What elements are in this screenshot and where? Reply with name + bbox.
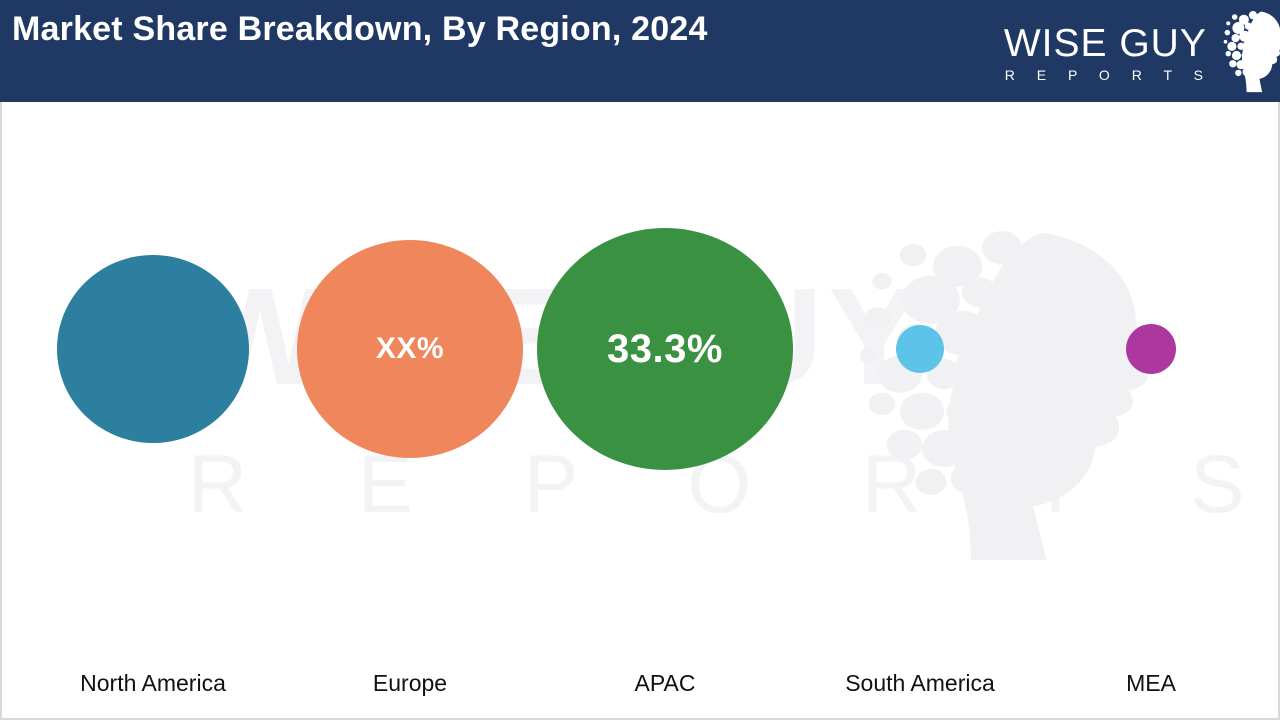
logo-wordmark: WISE GUY <box>1003 22 1207 65</box>
region-label-south-america: South America <box>845 670 995 696</box>
region-label-mea: MEA <box>1126 670 1176 696</box>
wise-guy-reports-logo: WISE GUY R E P O R T S <box>1004 0 1280 102</box>
bubble-mea <box>1126 324 1176 374</box>
region-label-apac: APAC <box>634 670 696 696</box>
bubble-south-america <box>896 325 944 373</box>
bubble-europe: XX% <box>297 240 523 458</box>
watermark-head-icon <box>859 231 1148 560</box>
logo-subtitle: R E P O R T S <box>1004 67 1212 83</box>
region-label-north-america: North America <box>80 670 226 696</box>
page-title: Market Share Breakdown, By Region, 2024 <box>12 10 708 48</box>
wise-guy-head-icon <box>1223 11 1280 93</box>
region-label-europe: Europe <box>372 670 448 696</box>
bubble-apac: 33.3% <box>537 228 793 470</box>
bubble-north-america <box>57 255 249 443</box>
logo-text: WISE GUY R E P O R T S <box>999 22 1212 83</box>
header-bar: Market Share Breakdown, By Region, 2024 … <box>0 0 1280 102</box>
